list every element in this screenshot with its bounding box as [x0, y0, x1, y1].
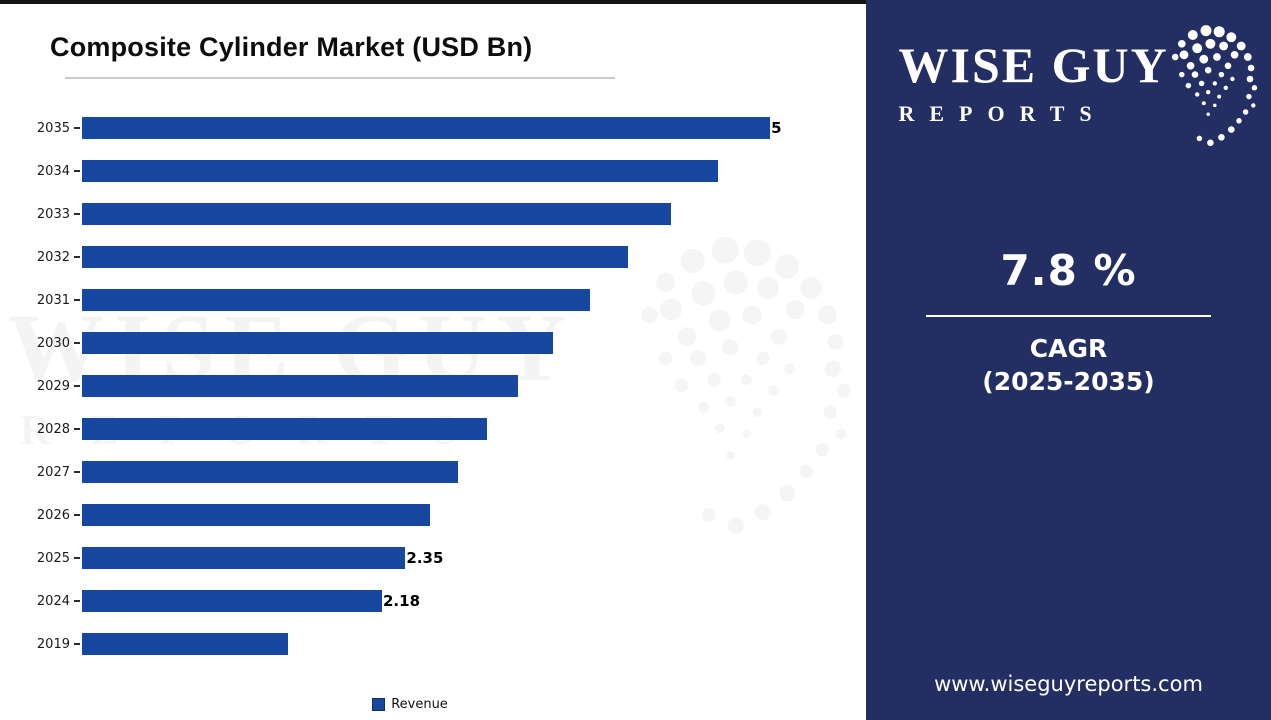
cagr-label: CAGR (2025-2035) — [982, 333, 1154, 398]
cagr-label-line2: (2025-2035) — [982, 366, 1155, 396]
y-axis-label: 2029 — [36, 378, 70, 394]
revenue-bar — [82, 160, 718, 182]
axis-tick — [74, 557, 80, 559]
revenue-bar — [82, 203, 671, 225]
legend-label: Revenue — [391, 697, 448, 712]
cagr-value: 7.8 % — [1000, 246, 1137, 295]
bar-track — [82, 331, 832, 355]
logo-subtitle: REPORTS — [898, 101, 1107, 126]
chart-row: 2035 5 — [20, 116, 832, 140]
bar-track: 5 — [82, 116, 832, 140]
chart-row: 2027 — [20, 460, 832, 484]
axis-tick — [74, 514, 80, 516]
bar-value-label: 2.35 — [406, 549, 444, 567]
legend-swatch-revenue — [372, 698, 386, 711]
title-underline — [65, 77, 615, 79]
y-axis-label: 2028 — [36, 421, 70, 437]
y-axis-label: 2030 — [36, 335, 70, 351]
revenue-bar — [82, 633, 289, 655]
revenue-bar — [82, 246, 629, 268]
axis-tick — [74, 170, 80, 172]
chart-row: 2033 — [20, 202, 832, 226]
bar-track — [82, 159, 832, 183]
chart-row: 2019 — [20, 632, 832, 656]
logo-wordmark: WISE GUY — [898, 37, 1169, 93]
revenue-bar — [82, 289, 590, 311]
y-axis-label: 2035 — [36, 120, 70, 136]
axis-tick — [74, 428, 80, 430]
bar-track — [82, 374, 832, 398]
revenue-bar — [82, 504, 431, 526]
bar-track: 2.18 — [82, 589, 832, 613]
wise-guy-logo: WISE GUY REPORTS — [898, 25, 1257, 178]
page-title: Composite Cylinder Market (USD Bn) — [50, 32, 533, 62]
cagr-divider — [926, 315, 1211, 317]
chart-row: 2031 — [20, 288, 832, 312]
cagr-label-line1: CAGR — [1029, 334, 1108, 363]
y-axis-label: 2032 — [36, 249, 70, 265]
axis-tick — [74, 385, 80, 387]
chart-row: 2032 — [20, 245, 832, 269]
y-axis-label: 2027 — [36, 464, 70, 480]
sidebar: WISE GUY REPORTS — [866, 0, 1271, 720]
chart-panel: Composite Cylinder Market (USD Bn) WISE … — [0, 0, 866, 712]
revenue-bar — [82, 332, 553, 354]
head-dots-icon — [1171, 25, 1257, 147]
axis-tick — [74, 299, 80, 301]
y-axis-label: 2034 — [36, 163, 70, 179]
revenue-bar — [82, 461, 458, 483]
bar-track: 2.35 — [82, 546, 832, 570]
axis-tick — [74, 643, 80, 645]
revenue-bar — [82, 418, 487, 440]
axis-tick — [74, 342, 80, 344]
axis-tick — [74, 471, 80, 473]
cagr-block: 7.8 % CAGR (2025-2035) — [926, 246, 1211, 398]
y-axis-label: 2025 — [36, 550, 70, 566]
chart-row: 2026 — [20, 503, 832, 527]
revenue-bar — [82, 590, 382, 612]
y-axis-label: 2019 — [36, 636, 70, 652]
y-axis-label: 2024 — [36, 593, 70, 609]
bar-value-label: 2.18 — [383, 592, 421, 610]
axis-tick — [74, 213, 80, 215]
bar-track — [82, 202, 832, 226]
website-url: www.wiseguyreports.com — [934, 672, 1203, 696]
axis-tick — [74, 127, 80, 129]
y-axis-label: 2033 — [36, 206, 70, 222]
chart-row: 2028 — [20, 417, 832, 441]
bar-track — [82, 245, 832, 269]
chart-row: 2034 — [20, 159, 832, 183]
legend: Revenue — [0, 697, 820, 712]
chart-row: 2025 2.35 — [20, 546, 832, 570]
chart-row: 2029 — [20, 374, 832, 398]
bar-track — [82, 632, 832, 656]
bar-track — [82, 288, 832, 312]
y-axis-label: 2026 — [36, 507, 70, 523]
y-axis-label: 2031 — [36, 292, 70, 308]
bar-track — [82, 503, 832, 527]
chart-row: 2024 2.18 — [20, 589, 832, 613]
chart-row: 2030 — [20, 331, 832, 355]
revenue-bar — [82, 375, 519, 397]
bar-value-label: 5 — [771, 119, 782, 137]
revenue-bar — [82, 547, 406, 569]
bar-track — [82, 417, 832, 441]
bar-chart: 2035 5 2034 2033 2032 2031 2030 2029 2028 2027 202… — [20, 116, 832, 656]
axis-tick — [74, 600, 80, 602]
revenue-bar — [82, 117, 771, 139]
axis-tick — [74, 256, 80, 258]
bar-track — [82, 460, 832, 484]
